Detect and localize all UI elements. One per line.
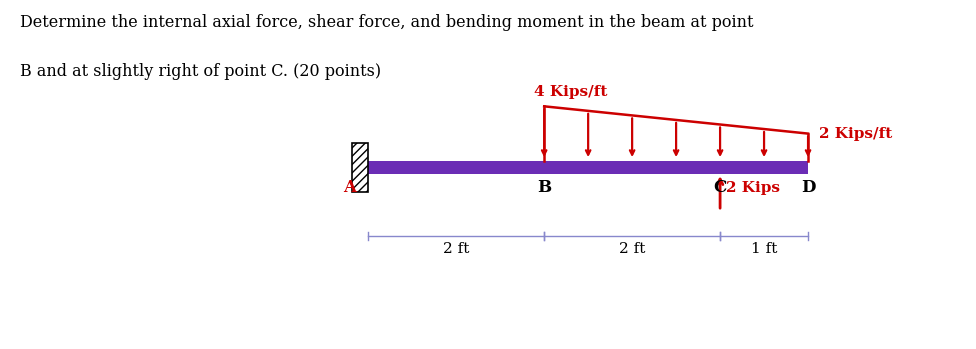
Text: 1 ft: 1 ft [751,242,777,256]
Text: D: D [800,179,815,196]
Text: B and at slightly right of point C. (20 points): B and at slightly right of point C. (20 … [20,63,381,80]
Text: 2 Kips/ft: 2 Kips/ft [819,127,892,141]
Text: Determine the internal axial force, shear force, and bending moment in the beam : Determine the internal axial force, shea… [20,14,753,31]
Text: 2 Kips: 2 Kips [726,181,780,195]
Text: C: C [713,179,727,196]
Text: 2 ft: 2 ft [619,242,645,256]
Text: 4 Kips/ft: 4 Kips/ft [534,85,607,99]
Text: 2 ft: 2 ft [443,242,469,256]
Bar [352,143,368,192]
Text: B: B [537,179,551,196]
Text: A: A [343,179,356,196]
Bar [368,161,808,174]
